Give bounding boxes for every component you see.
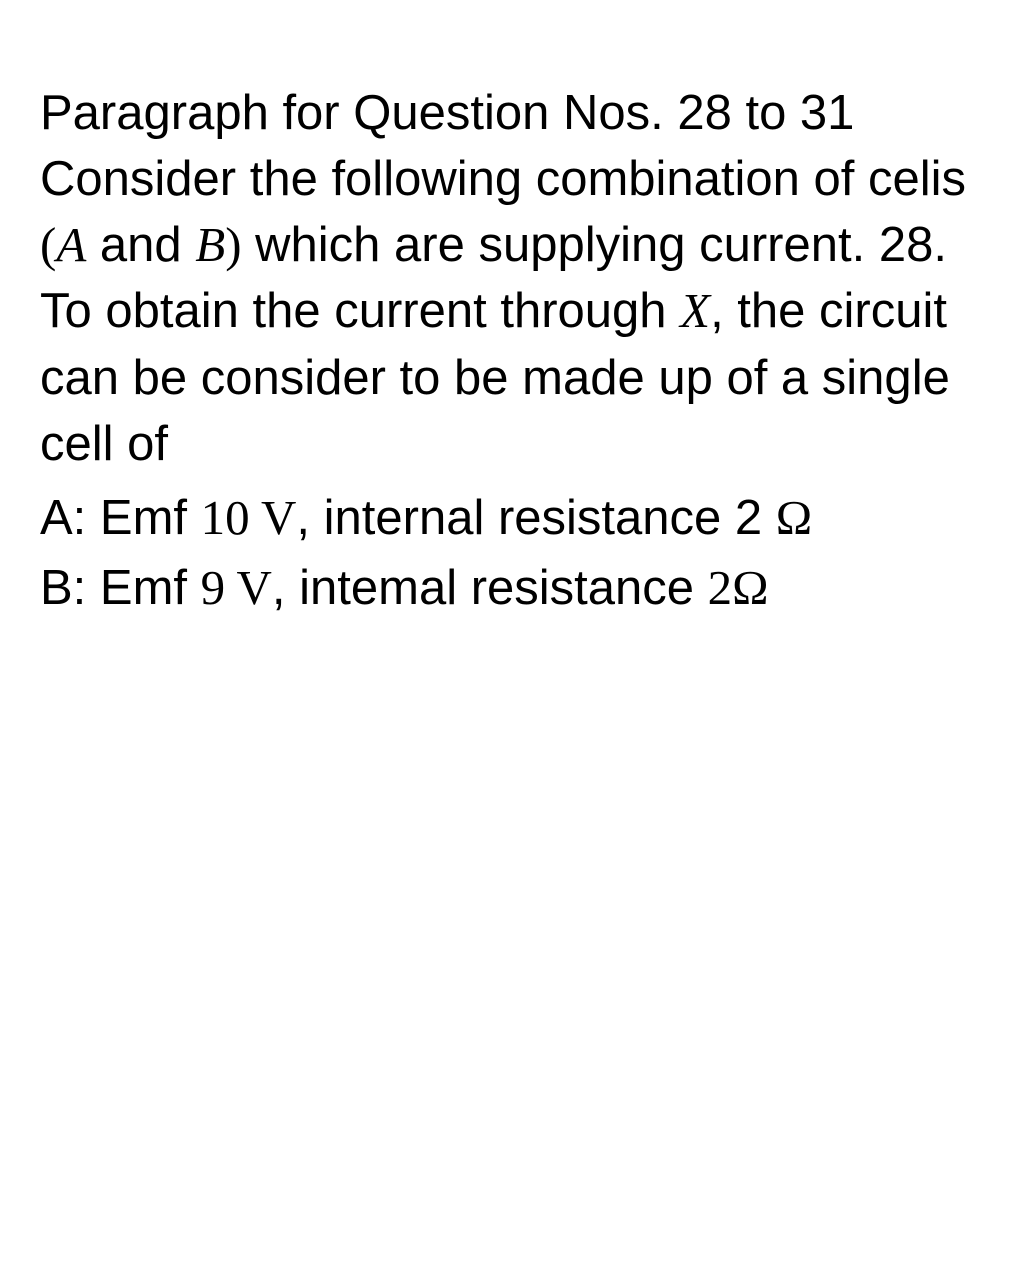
- question-content: Paragraph for Question Nos. 28 to 31 Con…: [40, 80, 984, 621]
- option-b-unit2: Ω: [732, 560, 768, 615]
- option-a-label: A:: [40, 491, 100, 545]
- option-b-text1: Emf: [100, 561, 201, 615]
- option-b-text2: , intemal resistance: [272, 561, 708, 615]
- para-text-1: Paragraph for Question Nos. 28 to 31 Con…: [40, 86, 966, 206]
- variable-x: X: [680, 283, 710, 338]
- right-paren: ): [225, 217, 241, 272]
- variable-a: A: [56, 217, 86, 272]
- option-b-unit1: V: [225, 560, 272, 615]
- question-paragraph: Paragraph for Question Nos. 28 to 31 Con…: [40, 80, 984, 477]
- option-a-text1: Emf: [100, 491, 201, 545]
- option-b-value1: 9: [201, 560, 226, 615]
- variable-b: B: [195, 217, 225, 272]
- option-a: A: Emf 10 V, internal resistance 2 Ω: [40, 485, 984, 551]
- option-a-unit2: Ω: [776, 490, 812, 545]
- option-b: B: Emf 9 V, intemal resistance 2Ω: [40, 555, 984, 621]
- option-a-unit1: V: [250, 490, 297, 545]
- option-b-value2: 2: [708, 560, 733, 615]
- option-a-value1: 10: [201, 490, 250, 545]
- left-paren: (: [40, 217, 56, 272]
- para-text-2: and: [86, 218, 195, 272]
- option-b-label: B:: [40, 561, 100, 615]
- option-a-text2: , internal resistance 2: [296, 491, 775, 545]
